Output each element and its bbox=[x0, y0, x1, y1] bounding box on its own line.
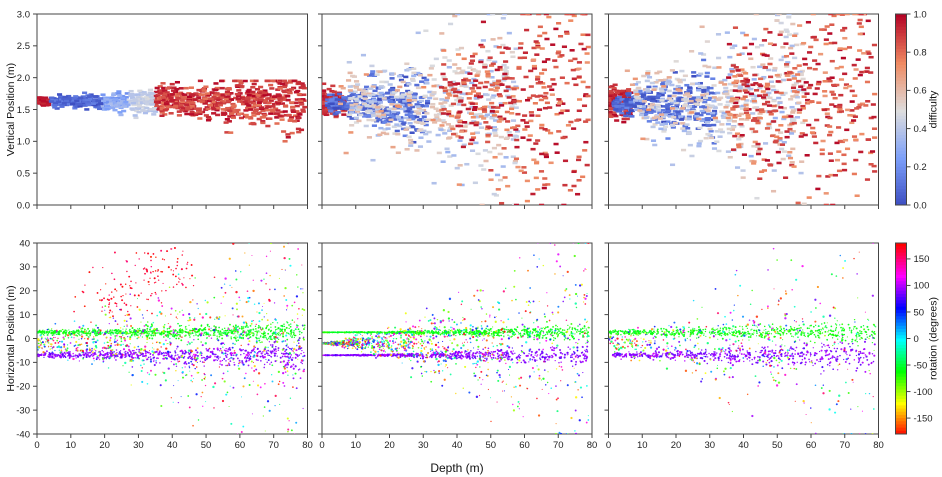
svg-text:30: 30 bbox=[418, 440, 429, 451]
svg-text:2.0: 2.0 bbox=[17, 73, 30, 84]
svg-text:70: 70 bbox=[839, 440, 850, 451]
svg-text:10: 10 bbox=[66, 440, 77, 451]
svg-text:20: 20 bbox=[384, 440, 395, 451]
svg-text:-40: -40 bbox=[16, 429, 30, 440]
svg-text:1.5: 1.5 bbox=[17, 105, 30, 116]
svg-text:60: 60 bbox=[235, 440, 246, 451]
svg-text:-20: -20 bbox=[16, 382, 30, 393]
svg-text:40: 40 bbox=[738, 440, 749, 451]
svg-text:3.0: 3.0 bbox=[17, 9, 30, 20]
svg-text:60: 60 bbox=[806, 440, 817, 451]
svg-text:1.0: 1.0 bbox=[17, 137, 30, 148]
svg-text:50: 50 bbox=[201, 440, 212, 451]
svg-text:0.5: 0.5 bbox=[17, 168, 30, 179]
svg-text:70: 70 bbox=[553, 440, 564, 451]
svg-text:40: 40 bbox=[19, 238, 30, 249]
svg-text:10: 10 bbox=[637, 440, 648, 451]
svg-text:0: 0 bbox=[25, 334, 30, 345]
svg-text:-10: -10 bbox=[16, 358, 30, 369]
svg-text:60: 60 bbox=[519, 440, 530, 451]
svg-text:0.8: 0.8 bbox=[914, 48, 927, 59]
svg-text:20: 20 bbox=[671, 440, 682, 451]
svg-text:0.4: 0.4 bbox=[914, 124, 927, 135]
svg-text:50: 50 bbox=[772, 440, 783, 451]
svg-text:0.6: 0.6 bbox=[914, 86, 927, 97]
svg-text:10: 10 bbox=[350, 440, 361, 451]
svg-text:difficulty: difficulty bbox=[928, 90, 940, 128]
svg-text:80: 80 bbox=[587, 440, 598, 451]
svg-text:80: 80 bbox=[302, 440, 313, 451]
svg-text:30: 30 bbox=[704, 440, 715, 451]
svg-text:1.0: 1.0 bbox=[914, 9, 927, 20]
svg-text:0.0: 0.0 bbox=[914, 200, 927, 211]
svg-text:40: 40 bbox=[452, 440, 463, 451]
svg-text:0.2: 0.2 bbox=[914, 162, 927, 173]
svg-text:0: 0 bbox=[34, 440, 39, 451]
svg-text:30: 30 bbox=[133, 440, 144, 451]
svg-text:10: 10 bbox=[19, 310, 30, 321]
svg-text:0: 0 bbox=[319, 440, 324, 451]
svg-text:70: 70 bbox=[268, 440, 279, 451]
svg-text:0: 0 bbox=[606, 440, 611, 451]
svg-text:40: 40 bbox=[167, 440, 178, 451]
svg-text:20: 20 bbox=[99, 440, 110, 451]
svg-text:30: 30 bbox=[19, 262, 30, 273]
svg-text:20: 20 bbox=[19, 286, 30, 297]
svg-text:2.5: 2.5 bbox=[17, 41, 30, 52]
svg-text:50: 50 bbox=[485, 440, 496, 451]
svg-text:-30: -30 bbox=[16, 405, 30, 416]
svg-text:80: 80 bbox=[873, 440, 884, 451]
svg-text:0.0: 0.0 bbox=[17, 200, 30, 211]
